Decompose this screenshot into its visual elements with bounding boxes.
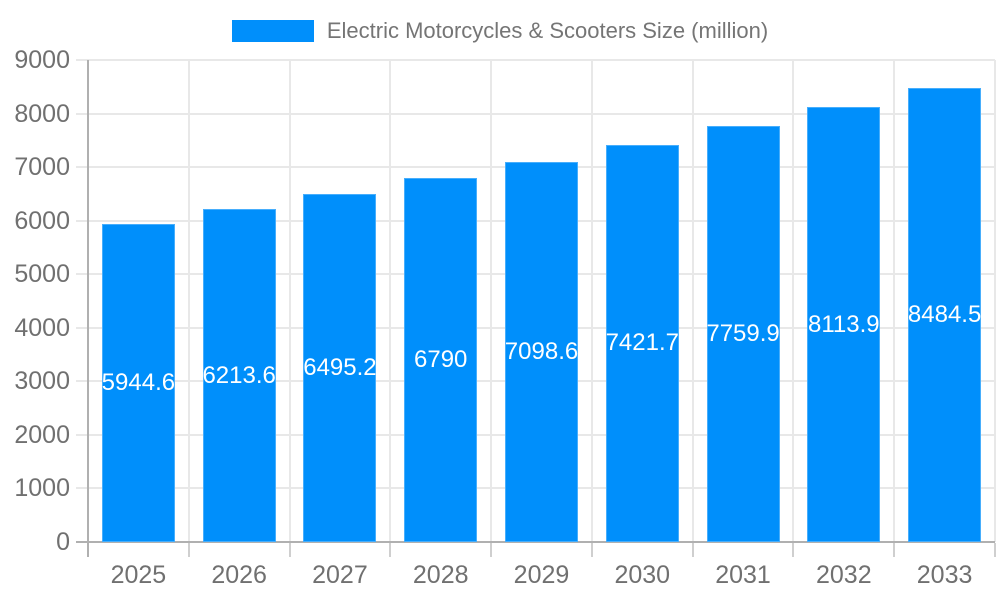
- x-axis-tick: [691, 543, 694, 557]
- gridline-vertical: [893, 60, 896, 542]
- bar[interactable]: 6790: [404, 178, 478, 542]
- x-axis-tick-label: 2032: [816, 561, 872, 589]
- bar-value-label: 6213.6: [202, 361, 276, 389]
- y-axis-tick-label: 1000: [14, 474, 70, 503]
- gridline-vertical: [590, 60, 593, 542]
- x-axis-tick-label: 2030: [614, 561, 671, 589]
- bar-value-label: 6790: [414, 346, 468, 374]
- x-axis-tick: [288, 543, 291, 557]
- bar-value-label: 5944.6: [101, 368, 176, 396]
- y-axis-tick-label: 6000: [14, 206, 70, 235]
- gridline-horizontal: [76, 59, 995, 61]
- bar[interactable]: 6213.6: [202, 209, 276, 542]
- bar-value-label: 6495.2: [303, 354, 377, 382]
- x-axis-tick-label: 2025: [110, 561, 167, 589]
- x-axis-line: [76, 541, 995, 543]
- y-axis-tick-label: 2000: [14, 420, 70, 449]
- x-axis-tick-label: 2026: [211, 561, 267, 589]
- gridline-vertical: [187, 60, 190, 542]
- x-axis-tick-label: 2029: [513, 561, 570, 589]
- bar[interactable]: 8113.9: [807, 107, 881, 542]
- y-axis-tick-label: 3000: [14, 367, 70, 396]
- gridline-vertical: [389, 60, 392, 542]
- x-axis-tick-label: 2031: [715, 561, 771, 589]
- bar-value-label: 8484.5: [907, 300, 982, 328]
- legend-label: Electric Motorcycles & Scooters Size (mi…: [326, 18, 769, 43]
- gridline-vertical: [691, 60, 694, 542]
- y-axis-tick-label: 0: [56, 528, 70, 556]
- bar[interactable]: 7098.6: [504, 161, 579, 542]
- y-axis-tick-label: 5000: [14, 260, 70, 289]
- y-axis-line: [87, 60, 89, 557]
- gridline-vertical: [490, 60, 493, 542]
- gridline-vertical: [994, 60, 996, 542]
- x-axis-tick: [187, 543, 190, 557]
- bar-value-label: 7759.9: [706, 320, 780, 348]
- x-axis-tick-label: 2028: [412, 561, 469, 589]
- gridline-vertical: [288, 60, 291, 542]
- bar-value-label: 7421.7: [605, 329, 679, 357]
- y-axis-tick-label: 9000: [14, 46, 70, 74]
- gridline-vertical: [792, 60, 795, 542]
- x-axis-tick-label: 2033: [916, 561, 973, 589]
- y-axis-tick-label: 4000: [14, 313, 70, 342]
- bar-value-label: 7098.6: [504, 337, 579, 365]
- bar-value-label: 8113.9: [808, 310, 880, 338]
- x-axis-tick: [389, 543, 392, 557]
- y-axis-tick-label: 7000: [14, 153, 70, 182]
- x-axis-tick: [893, 543, 896, 557]
- x-axis-tick: [792, 543, 795, 557]
- bar[interactable]: 6495.2: [303, 194, 377, 542]
- x-axis-tick: [490, 543, 493, 557]
- legend[interactable]: Electric Motorcycles & Scooters Size (mi…: [0, 18, 1000, 44]
- bar[interactable]: 8484.5: [907, 87, 982, 542]
- y-axis-tick-label: 8000: [14, 99, 70, 128]
- bar[interactable]: 5944.6: [101, 223, 176, 542]
- x-axis-tick: [590, 543, 593, 557]
- bar[interactable]: 7759.9: [706, 126, 780, 542]
- bar[interactable]: 7421.7: [605, 144, 679, 542]
- x-axis-tick-label: 2027: [312, 561, 368, 589]
- x-axis-tick: [994, 543, 996, 557]
- gridline-horizontal: [76, 112, 995, 115]
- legend-swatch: [231, 20, 314, 42]
